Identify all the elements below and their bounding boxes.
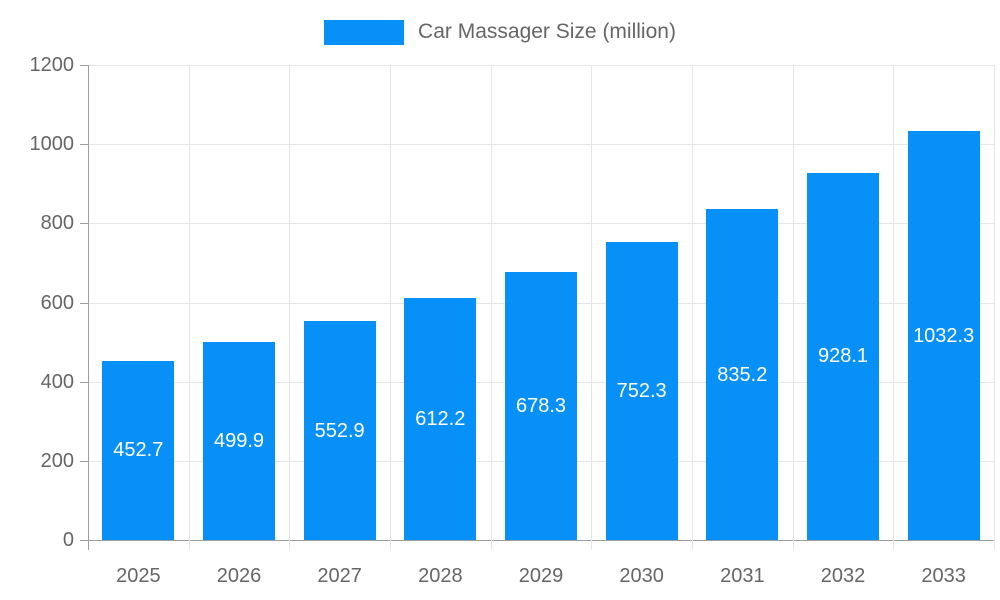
x-gridline	[188, 65, 190, 550]
y-tick-label: 600	[40, 291, 74, 314]
y-tick-label: 800	[40, 212, 74, 235]
bar-2033[interactable]	[907, 131, 980, 540]
x-tick-label: 2029	[518, 565, 564, 587]
bar-2026[interactable]	[203, 342, 275, 540]
bar-2032[interactable]	[807, 172, 879, 540]
y-tick-label: 400	[40, 370, 74, 393]
x-tick-label: 2032	[820, 565, 866, 587]
y-tick-label: 200	[40, 449, 74, 472]
bar-2030[interactable]	[605, 242, 678, 540]
x-tick-label: 2025	[116, 565, 161, 587]
x-gridline	[490, 65, 492, 550]
legend[interactable]: Car Massager Size (million)	[0, 18, 1000, 46]
bar-2031[interactable]	[706, 209, 779, 540]
x-gridline	[994, 65, 995, 550]
x-axis-line	[88, 540, 994, 541]
x-gridline	[591, 65, 593, 550]
x-tick-label: 2031	[720, 565, 765, 587]
x-gridline	[792, 65, 794, 550]
legend-label: Car Massager Size (million)	[418, 20, 676, 43]
x-gridline	[692, 65, 693, 550]
y-tick-mark	[80, 381, 88, 383]
x-tick-label: 2028	[418, 565, 463, 587]
y-tick-label: 0	[62, 529, 74, 551]
y-gridline	[88, 144, 994, 146]
x-gridline	[289, 65, 291, 550]
y-tick-mark	[80, 144, 88, 146]
y-axis-line	[88, 65, 89, 550]
y-tick-mark	[80, 540, 88, 541]
y-tick-mark	[80, 65, 88, 66]
x-tick-label: 2033	[921, 565, 966, 587]
y-gridline	[88, 65, 994, 66]
bar-2028[interactable]	[404, 297, 477, 540]
y-tick-mark	[80, 223, 88, 225]
y-tick-mark	[80, 460, 88, 462]
x-tick-label: 2026	[216, 565, 262, 587]
x-tick-label: 2030	[619, 565, 664, 587]
legend-swatch	[324, 19, 405, 45]
x-gridline	[390, 65, 391, 550]
bar-2025[interactable]	[102, 360, 175, 540]
x-gridline	[893, 65, 895, 550]
y-tick-label: 1000	[29, 133, 75, 156]
y-tick-mark	[80, 302, 88, 304]
y-gridline	[88, 223, 994, 225]
bar-2027[interactable]	[303, 321, 376, 540]
x-tick-label: 2027	[317, 565, 362, 587]
bar-2029[interactable]	[505, 271, 577, 540]
y-tick-label: 1200	[29, 54, 75, 76]
